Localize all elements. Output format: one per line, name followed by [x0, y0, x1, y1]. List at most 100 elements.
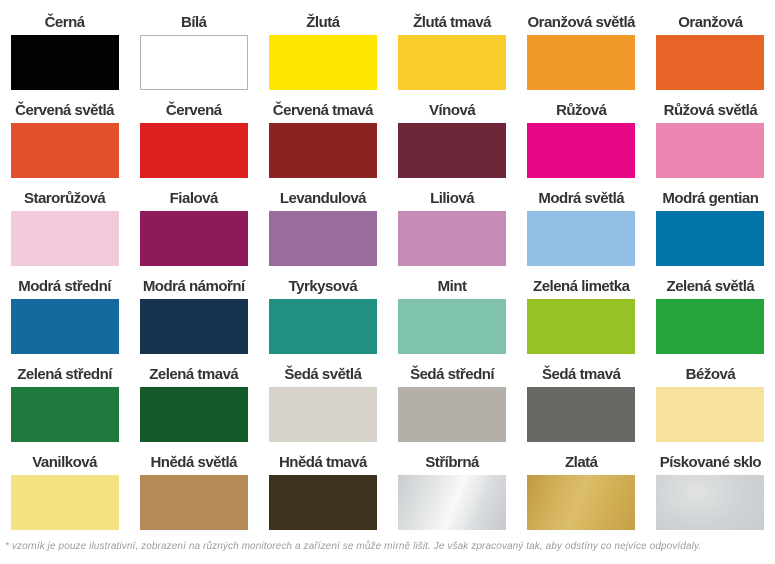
swatch-label: Červená — [165, 102, 222, 120]
swatch-cell-cervena-svetla: Červená světlá — [0, 90, 129, 178]
swatch-label: Pískované sklo — [659, 454, 762, 472]
swatch-label: Šedá tmavá — [542, 366, 621, 384]
swatch-cell-seda-tmava: Šedá tmavá — [517, 354, 646, 442]
swatch-color-box — [527, 475, 636, 530]
swatch-label: Vanilková — [32, 454, 97, 472]
swatch-cell-vinova: Vínová — [388, 90, 517, 178]
swatch-label: Modrá námořní — [142, 278, 245, 296]
swatch-label: Červená světlá — [15, 102, 115, 120]
swatch-color-box — [268, 123, 377, 178]
swatch-color-box — [10, 123, 119, 178]
swatch-color-box — [268, 475, 377, 530]
swatch-label: Žlutá — [306, 14, 340, 32]
swatch-color-box — [398, 123, 507, 178]
swatch-color-box — [656, 475, 765, 530]
swatch-cell-staroruzova: Starorůžová — [0, 178, 129, 266]
swatch-color-box — [527, 387, 636, 442]
swatch-color-box — [398, 387, 507, 442]
swatch-label: Hnědá tmavá — [278, 454, 367, 472]
swatch-label: Černá — [44, 14, 86, 32]
swatch-color-box — [268, 211, 377, 266]
swatch-cell-modra-namorni: Modrá námořní — [129, 266, 258, 354]
swatch-color-box — [10, 35, 119, 90]
swatch-label: Liliová — [430, 190, 475, 208]
swatch-cell-ruzova: Růžová — [517, 90, 646, 178]
swatch-label: Oranžová — [678, 14, 743, 32]
swatch-label: Béžová — [685, 366, 736, 384]
swatch-color-box — [139, 211, 248, 266]
swatch-cell-seda-svetla: Šedá světlá — [258, 354, 387, 442]
swatch-cell-liliova: Liliová — [388, 178, 517, 266]
swatch-color-box — [656, 299, 765, 354]
swatch-label: Levandulová — [279, 190, 367, 208]
swatch-color-box — [268, 35, 377, 90]
swatch-cell-piskovane-sklo: Pískované sklo — [646, 442, 775, 530]
swatch-label: Modrá světlá — [538, 190, 625, 208]
swatch-cell-modra-svetla: Modrá světlá — [517, 178, 646, 266]
swatch-color-box — [656, 35, 765, 90]
swatch-label: Mint — [437, 278, 467, 296]
swatch-label: Starorůžová — [23, 190, 106, 208]
swatch-color-box — [656, 123, 765, 178]
swatch-label: Růžová — [556, 102, 607, 120]
swatch-cell-oranzova-svetla: Oranžová světlá — [517, 2, 646, 90]
swatch-color-box — [527, 299, 636, 354]
swatch-cell-zlata: Zlatá — [517, 442, 646, 530]
swatch-cell-zelena-stredni: Zelená střední — [0, 354, 129, 442]
swatch-label: Tyrkysová — [288, 278, 358, 296]
swatch-cell-bila: Bílá — [129, 2, 258, 90]
swatch-label: Hnědá světlá — [150, 454, 238, 472]
swatch-cell-zelena-tmava: Zelená tmavá — [129, 354, 258, 442]
swatch-color-box — [139, 35, 248, 90]
swatch-color-box — [398, 211, 507, 266]
swatch-label: Šedá světlá — [284, 366, 362, 384]
swatch-label: Šedá střední — [410, 366, 495, 384]
swatch-color-box — [656, 211, 765, 266]
swatch-cell-cervena: Červená — [129, 90, 258, 178]
swatch-color-box — [268, 299, 377, 354]
swatch-color-box — [268, 387, 377, 442]
swatch-cell-zluta-tmava: Žlutá tmavá — [388, 2, 517, 90]
swatch-color-box — [139, 299, 248, 354]
swatch-color-box — [656, 387, 765, 442]
swatch-cell-tyrkysova: Tyrkysová — [258, 266, 387, 354]
swatch-label: Vínová — [428, 102, 476, 120]
swatch-color-box — [139, 123, 248, 178]
swatch-cell-seda-stredni: Šedá střední — [388, 354, 517, 442]
swatch-cell-levandulova: Levandulová — [258, 178, 387, 266]
swatch-label: Červená tmavá — [272, 102, 374, 120]
swatch-cell-modra-stredni: Modrá střední — [0, 266, 129, 354]
swatch-color-box — [10, 211, 119, 266]
swatch-cell-cervena-tmava: Červená tmavá — [258, 90, 387, 178]
swatch-cell-zelena-svetla: Zelená světlá — [646, 266, 775, 354]
swatch-cell-mint: Mint — [388, 266, 517, 354]
swatch-cell-bezova: Béžová — [646, 354, 775, 442]
swatch-cell-fialova: Fialová — [129, 178, 258, 266]
swatch-color-box — [527, 211, 636, 266]
swatch-color-box — [139, 475, 248, 530]
swatch-cell-stribrna: Stříbrná — [388, 442, 517, 530]
swatch-label: Stříbrná — [425, 454, 479, 472]
swatch-cell-modra-gentian: Modrá gentian — [646, 178, 775, 266]
swatch-cell-zluta: Žlutá — [258, 2, 387, 90]
swatch-label: Zelená limetka — [533, 278, 630, 296]
swatch-cell-hneda-svetla: Hnědá světlá — [129, 442, 258, 530]
disclaimer-footnote: * vzorník je pouze ilustrativní, zobraze… — [5, 541, 702, 552]
swatch-color-box — [527, 35, 636, 90]
color-swatch-grid: Černá Bílá Žlutá Žlutá tmavá Oranžová sv… — [0, 2, 775, 530]
swatch-color-box — [398, 475, 507, 530]
swatch-label: Zelená střední — [17, 366, 112, 384]
swatch-cell-vanilkova: Vanilková — [0, 442, 129, 530]
swatch-label: Bílá — [180, 14, 207, 32]
swatch-label: Zelená tmavá — [149, 366, 239, 384]
swatch-color-box — [398, 299, 507, 354]
swatch-label: Modrá gentian — [662, 190, 759, 208]
swatch-color-box — [10, 299, 119, 354]
swatch-label: Fialová — [169, 190, 219, 208]
swatch-cell-ruzova-svetla: Růžová světlá — [646, 90, 775, 178]
swatch-color-box — [10, 475, 119, 530]
swatch-label: Zlatá — [564, 454, 598, 472]
swatch-color-box — [139, 387, 248, 442]
swatch-cell-cerna: Černá — [0, 2, 129, 90]
swatch-label: Růžová světlá — [663, 102, 758, 120]
